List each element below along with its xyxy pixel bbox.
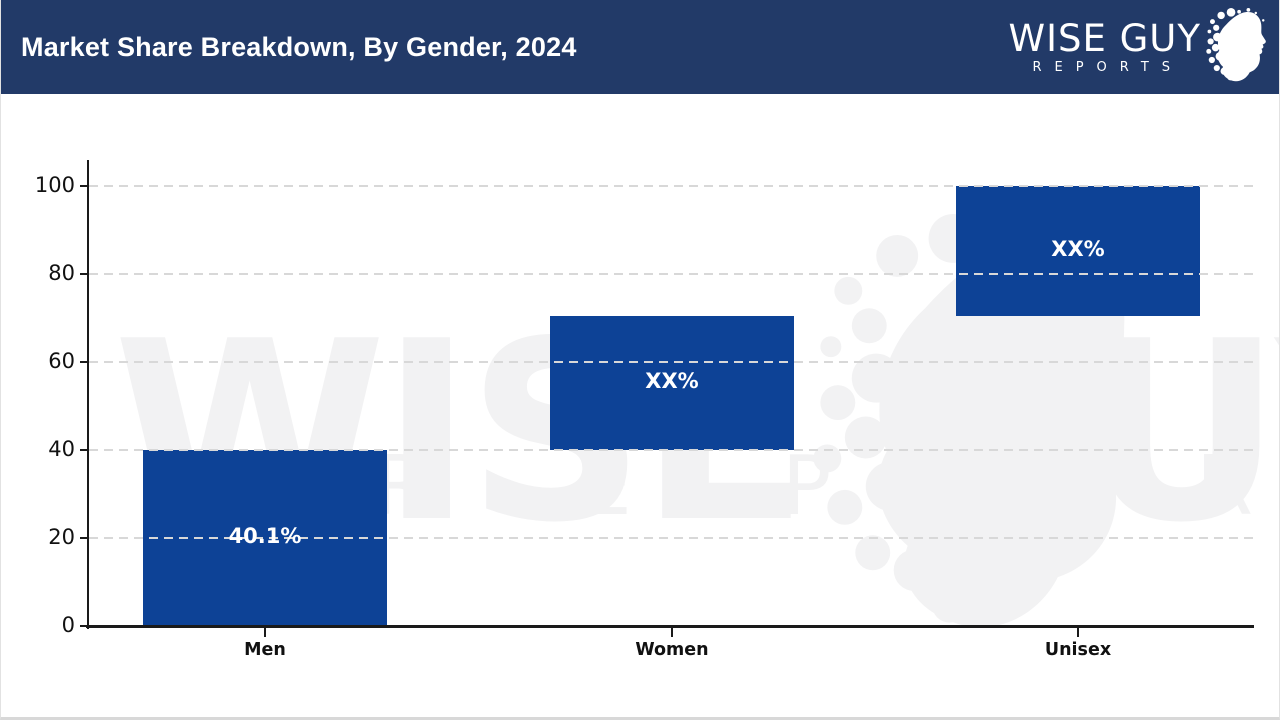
gridline bbox=[89, 273, 1253, 275]
y-axis-tick bbox=[80, 273, 89, 275]
y-axis-tick bbox=[80, 449, 89, 451]
bar-unisex bbox=[956, 186, 1200, 316]
y-tick-label: 0 bbox=[61, 613, 75, 637]
y-tick-label: 20 bbox=[48, 525, 75, 549]
brand-logo: WISE GUY REPORTS bbox=[1009, 8, 1267, 86]
gridline bbox=[89, 361, 1253, 363]
category-label-unisex: Unisex bbox=[1044, 640, 1112, 660]
y-axis-tick bbox=[80, 625, 89, 627]
gridline bbox=[89, 449, 1253, 451]
header-bar: Market Share Breakdown, By Gender, 2024 … bbox=[1, 0, 1279, 94]
bar-value-label: 40.1% bbox=[228, 523, 302, 548]
y-axis-line bbox=[87, 160, 89, 629]
chart-title: Market Share Breakdown, By Gender, 2024 bbox=[21, 31, 577, 62]
y-tick-label: 100 bbox=[34, 173, 75, 197]
dotted-head-logo-icon bbox=[1206, 8, 1266, 82]
x-axis-line bbox=[86, 625, 1254, 628]
y-axis-tick bbox=[80, 185, 89, 187]
brand-subtitle: REPORTS bbox=[1032, 60, 1184, 75]
gridline bbox=[89, 537, 1253, 539]
bar-women bbox=[550, 315, 794, 450]
bar-value-label: XX% bbox=[1051, 236, 1105, 261]
x-axis-tick bbox=[264, 628, 266, 637]
y-axis-tick bbox=[80, 537, 89, 539]
y-tick-label: 80 bbox=[48, 261, 75, 285]
brand-name: WISE GUY bbox=[1008, 17, 1201, 60]
y-axis-tick bbox=[80, 361, 89, 363]
y-tick-label: 40 bbox=[48, 437, 75, 461]
x-axis-tick bbox=[671, 628, 673, 637]
brand-logo-text: WISE GUY REPORTS bbox=[1009, 20, 1201, 74]
category-label-women: Women bbox=[635, 640, 709, 660]
y-tick-label: 60 bbox=[48, 349, 75, 373]
gridline bbox=[89, 185, 1253, 187]
category-label-men: Men bbox=[244, 640, 286, 660]
chart-area: WISE GUY R E P O R T S 02040608010040.1%… bbox=[1, 94, 1279, 717]
x-axis-tick bbox=[1077, 628, 1079, 637]
bar-value-label: XX% bbox=[645, 368, 699, 393]
